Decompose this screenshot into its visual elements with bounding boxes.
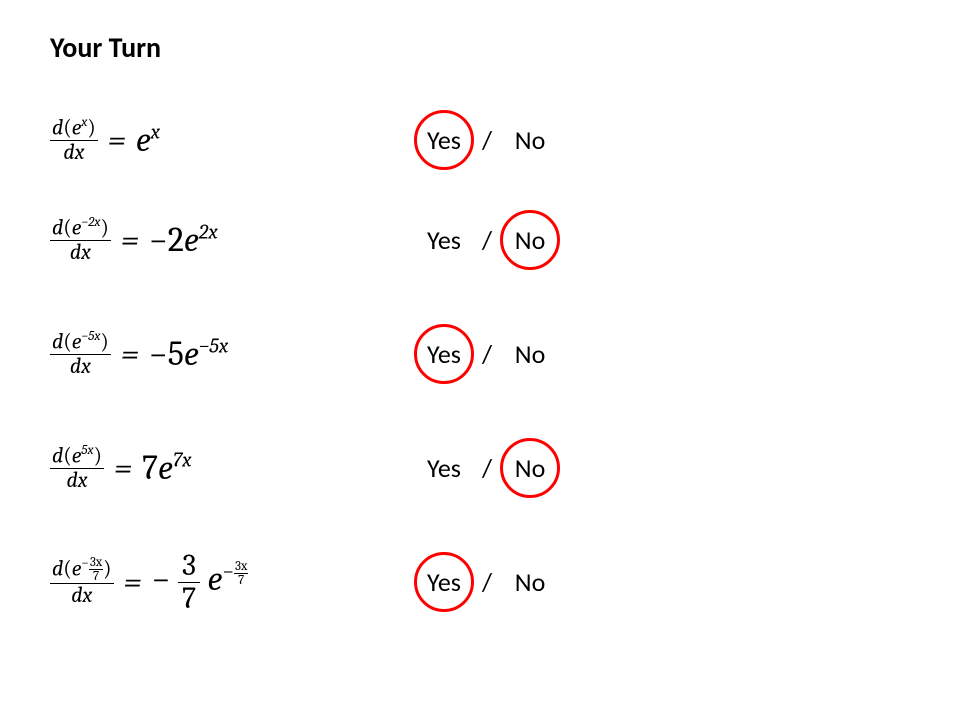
- lhs-exponent: −3x7: [81, 556, 103, 571]
- rhs-fraction: 3 7: [178, 550, 200, 614]
- lhs-exponent: 5x: [81, 443, 93, 458]
- equals-sign: =: [108, 120, 126, 160]
- option-no[interactable]: No: [506, 216, 554, 264]
- answer-options: Yes / No: [420, 330, 554, 378]
- rhs-exponent: 2x: [199, 221, 218, 245]
- problem-row: d(ex) dx = ex Yes / No: [50, 95, 910, 185]
- problem-list: d(ex) dx = ex Yes / No d(e−: [50, 95, 910, 637]
- lhs-denominator: dx: [68, 241, 93, 264]
- answer-options: Yes / No: [420, 558, 554, 606]
- rhs: 7e7x: [142, 448, 192, 488]
- option-no-label: No: [515, 452, 546, 484]
- option-yes[interactable]: Yes: [420, 330, 468, 378]
- option-no-label: No: [515, 338, 546, 370]
- option-no[interactable]: No: [506, 330, 554, 378]
- rhs: ex: [136, 120, 160, 160]
- option-slash: /: [482, 224, 492, 256]
- problem-row: d(e−5x) dx = −5e−5x Yes / No: [50, 309, 910, 399]
- page-title: Your Turn: [50, 30, 910, 65]
- equation: d(e−5x) dx = −5e−5x: [50, 330, 420, 378]
- lhs-denominator: dx: [69, 584, 94, 607]
- rhs: − 3 7 e−3x7: [152, 550, 249, 614]
- equals-sign: =: [121, 334, 139, 374]
- rhs-sign: −: [152, 559, 171, 599]
- rhs-prefix: 7: [142, 448, 158, 488]
- derivative-fraction: d(e−2x) dx: [50, 216, 111, 264]
- option-slash: /: [482, 452, 492, 484]
- option-yes[interactable]: Yes: [420, 216, 468, 264]
- derivative-fraction: d(e−3x7) dx: [50, 556, 114, 607]
- option-slash: /: [482, 338, 492, 370]
- answer-options: Yes / No: [420, 444, 554, 492]
- rhs-exponent: x: [151, 121, 160, 145]
- option-slash: /: [482, 124, 492, 156]
- rhs-exponent: 7x: [173, 449, 192, 473]
- option-yes-label: Yes: [427, 124, 461, 156]
- option-no[interactable]: No: [506, 116, 554, 164]
- problem-row: d(e5x) dx = 7e7x Yes / No: [50, 423, 910, 513]
- answer-options: Yes / No: [420, 116, 554, 164]
- option-yes-label: Yes: [427, 452, 461, 484]
- slide: Your Turn d(ex) dx = ex Yes / No: [0, 0, 960, 720]
- option-no-label: No: [515, 224, 546, 256]
- equals-sign: =: [121, 220, 139, 260]
- rhs-exponent: −3x7: [222, 560, 248, 584]
- lhs-exponent: −2x: [81, 215, 100, 230]
- option-no[interactable]: No: [506, 444, 554, 492]
- option-yes-label: Yes: [427, 224, 461, 256]
- derivative-fraction: d(e−5x) dx: [50, 330, 111, 378]
- lhs-exponent: −5x: [81, 329, 100, 344]
- option-yes-label: Yes: [427, 338, 461, 370]
- equation: d(e−2x) dx = −2e2x: [50, 216, 420, 264]
- option-yes[interactable]: Yes: [420, 444, 468, 492]
- equals-sign: =: [124, 562, 142, 602]
- equation: d(ex) dx = ex: [50, 116, 420, 164]
- option-no-label: No: [515, 124, 546, 156]
- problem-row: d(e−3x7) dx = − 3 7 e−3x7 Yes: [50, 537, 910, 627]
- equation: d(e5x) dx = 7e7x: [50, 444, 420, 492]
- answer-options: Yes / No: [420, 216, 554, 264]
- rhs: −5e−5x: [149, 334, 228, 374]
- rhs-exponent: −5x: [199, 335, 229, 359]
- equals-sign: =: [114, 448, 132, 488]
- option-yes[interactable]: Yes: [420, 116, 468, 164]
- lhs-denominator: dx: [64, 469, 89, 492]
- rhs-prefix: −2: [149, 220, 184, 260]
- derivative-fraction: d(e5x) dx: [50, 444, 104, 492]
- rhs-prefix: −5: [149, 334, 184, 374]
- rhs: −2e2x: [149, 220, 218, 260]
- option-slash: /: [482, 566, 492, 598]
- option-yes-label: Yes: [427, 566, 461, 598]
- option-yes[interactable]: Yes: [420, 558, 468, 606]
- lhs-denominator: dx: [61, 141, 86, 164]
- lhs-denominator: dx: [68, 355, 93, 378]
- equation: d(e−3x7) dx = − 3 7 e−3x7: [50, 550, 420, 614]
- problem-row: d(e−2x) dx = −2e2x Yes / No: [50, 195, 910, 285]
- option-no-label: No: [515, 566, 546, 598]
- derivative-fraction: d(ex) dx: [50, 116, 98, 164]
- option-no[interactable]: No: [506, 558, 554, 606]
